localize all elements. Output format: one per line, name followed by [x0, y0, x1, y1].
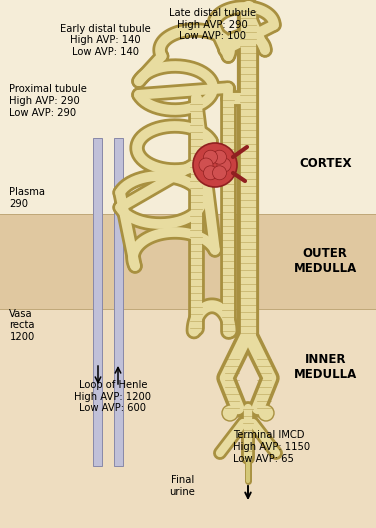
Text: Plasma
290: Plasma 290	[9, 187, 45, 209]
Text: CORTEX: CORTEX	[299, 157, 352, 170]
Circle shape	[258, 405, 274, 421]
Text: Late distal tubule
High AVP: 290
Low AVP: 100: Late distal tubule High AVP: 290 Low AVP…	[169, 8, 256, 41]
Text: Final
urine: Final urine	[170, 475, 195, 497]
Text: Proximal tubule
High AVP: 290
Low AVP: 290: Proximal tubule High AVP: 290 Low AVP: 2…	[9, 84, 87, 118]
Text: Terminal IMCD
High AVP: 1150
Low AVP: 65: Terminal IMCD High AVP: 1150 Low AVP: 65	[233, 430, 310, 464]
Bar	[114, 138, 123, 466]
Text: Vasa
recta
1200: Vasa recta 1200	[9, 309, 35, 342]
Circle shape	[212, 150, 226, 164]
Circle shape	[203, 166, 217, 180]
Bar	[0, 0, 376, 214]
Bar	[0, 309, 376, 528]
Text: INNER
MEDULLA: INNER MEDULLA	[294, 353, 357, 381]
Bar	[0, 214, 376, 309]
Circle shape	[199, 158, 213, 172]
Circle shape	[222, 405, 238, 421]
Text: Loop of Henle
High AVP: 1200
Low AVP: 600: Loop of Henle High AVP: 1200 Low AVP: 60…	[74, 380, 151, 413]
Bar	[92, 138, 102, 466]
Circle shape	[217, 158, 231, 172]
Text: Early distal tubule
High AVP: 140
Low AVP: 140: Early distal tubule High AVP: 140 Low AV…	[60, 24, 151, 57]
Circle shape	[212, 166, 226, 180]
Circle shape	[193, 143, 237, 187]
Circle shape	[203, 150, 217, 164]
Text: OUTER
MEDULLA: OUTER MEDULLA	[294, 247, 357, 276]
